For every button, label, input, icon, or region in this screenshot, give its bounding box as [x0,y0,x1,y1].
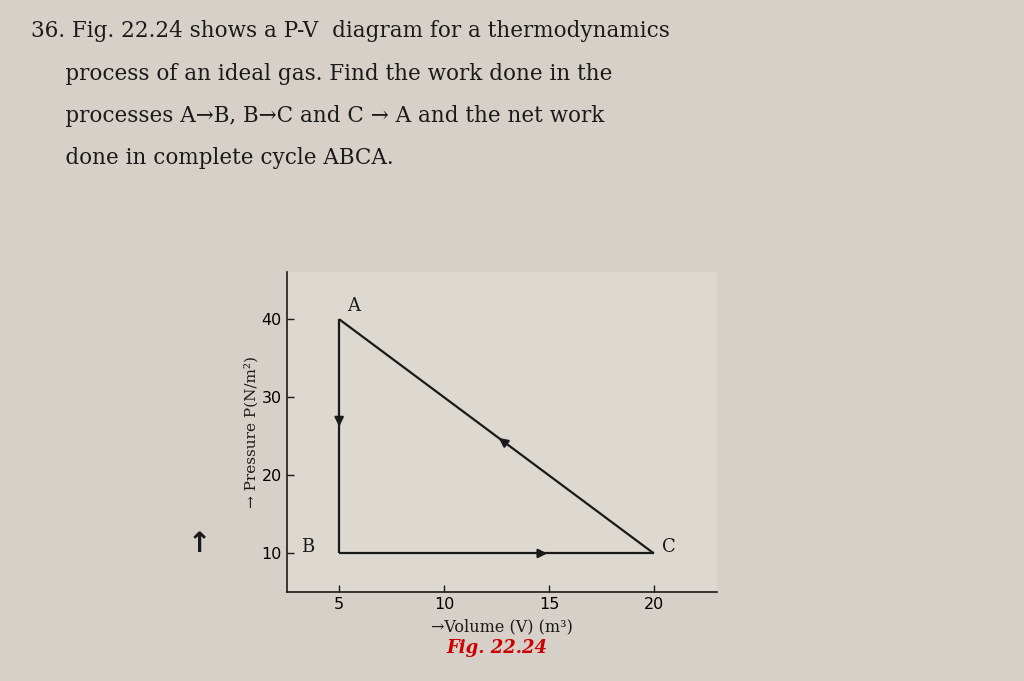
Y-axis label: → Pressure P(N/m²): → Pressure P(N/m²) [245,356,259,509]
Text: B: B [301,538,314,556]
Text: process of an ideal gas. Find the work done in the: process of an ideal gas. Find the work d… [31,63,612,84]
Text: C: C [663,538,676,556]
Text: done in complete cycle ABCA.: done in complete cycle ABCA. [31,147,393,169]
Text: A: A [347,298,360,315]
Text: 36. Fig. 22.24 shows a P-V  diagram for a thermodynamics: 36. Fig. 22.24 shows a P-V diagram for a… [31,20,670,42]
X-axis label: →Volume (V) (m³): →Volume (V) (m³) [431,618,572,635]
Text: ↑: ↑ [188,530,211,558]
Text: Fig. 22.24: Fig. 22.24 [446,639,547,657]
Text: processes A→B, B→C and C → A and the net work: processes A→B, B→C and C → A and the net… [31,105,604,127]
